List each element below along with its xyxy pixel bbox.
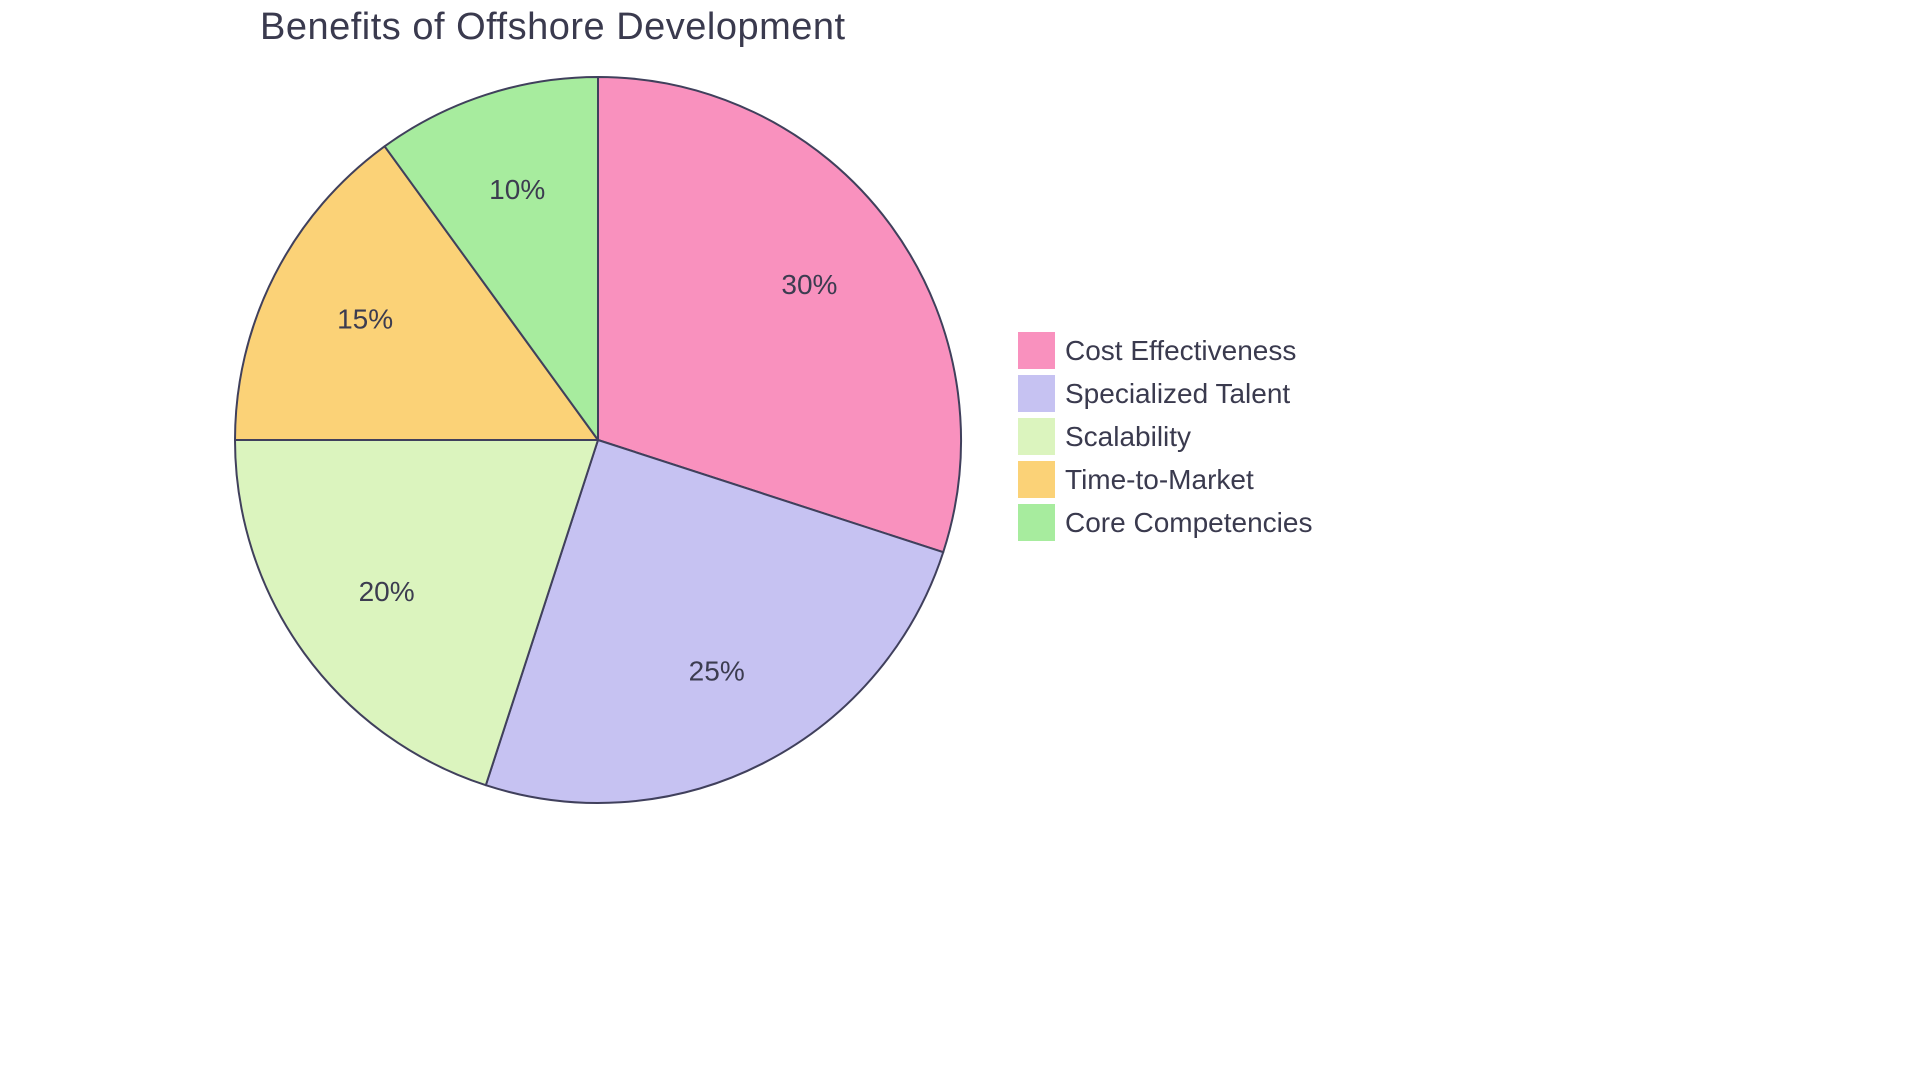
legend-swatch-specialized-talent	[1018, 375, 1055, 412]
slice-percent-label-time-to-market: 15%	[337, 304, 393, 335]
slice-percent-label-core-competencies: 10%	[489, 174, 545, 205]
legend-item-cost-effectiveness: Cost Effectiveness	[1018, 329, 1312, 372]
legend-swatch-scalability	[1018, 418, 1055, 455]
chart-title: Benefits of Offshore Development	[260, 6, 846, 48]
legend-swatch-cost-effectiveness	[1018, 332, 1055, 369]
pie-slice-scalability	[234, 439, 599, 787]
legend-label-specialized-talent: Specialized Talent	[1065, 377, 1291, 409]
legend-item-time-to-market: Time-to-Market	[1018, 458, 1312, 501]
slice-percent-label-scalability: 20%	[359, 576, 415, 607]
legend-label-scalability: Scalability	[1065, 420, 1192, 452]
pie-slice-cost-effectiveness	[597, 76, 962, 554]
legend-item-core-competencies: Core Competencies	[1018, 501, 1312, 544]
pie-slice-core-competencies	[383, 76, 599, 441]
legend: Cost Effectiveness Specialized Talent Scal…	[1018, 329, 1312, 544]
legend-swatch-time-to-market	[1018, 461, 1055, 498]
legend-label-time-to-market: Time-to-Market	[1065, 463, 1254, 495]
legend-item-specialized-talent: Specialized Talent	[1018, 372, 1312, 415]
legend-label-core-competencies: Core Competencies	[1065, 506, 1313, 538]
pie-slice-specialized-talent	[484, 439, 945, 804]
slice-percent-label-specialized-talent: 25%	[689, 655, 745, 686]
legend-label-cost-effectiveness: Cost Effectiveness	[1065, 334, 1297, 366]
slice-percent-label-cost-effectiveness: 30%	[781, 269, 837, 300]
legend-item-scalability: Scalability	[1018, 415, 1312, 458]
pie-slice-time-to-market	[234, 145, 599, 441]
legend-swatch-core-competencies	[1018, 504, 1055, 541]
